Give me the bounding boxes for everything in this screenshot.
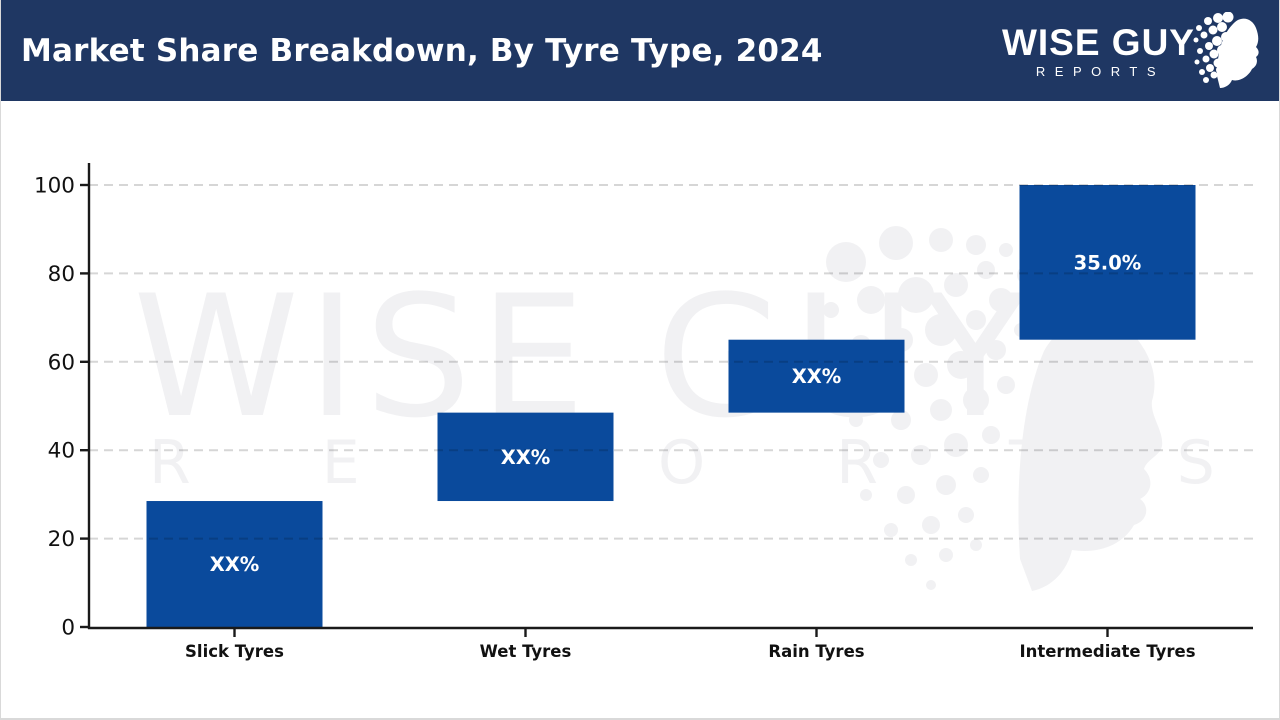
header-bar: Market Share Breakdown, By Tyre Type, 20… (1, 0, 1279, 101)
y-tick-label-80: 80 (48, 262, 75, 287)
watermark-dot (905, 554, 917, 566)
watermark-dot (944, 433, 968, 457)
watermark-face-silhouette (1018, 319, 1163, 591)
watermark-dot (849, 413, 863, 427)
y-tick-label-100: 100 (34, 174, 75, 199)
watermark-dot (977, 261, 995, 279)
bar-label-4: 35.0% (1074, 251, 1142, 274)
logo-text: WISE GUY REPORTS (1002, 24, 1195, 78)
watermark-dot (929, 228, 953, 252)
logo-face-icon (1193, 11, 1259, 88)
watermark-dot (989, 288, 1013, 312)
watermark-dot (958, 507, 974, 523)
watermark-dot (922, 516, 940, 534)
watermark-dot (997, 376, 1015, 394)
watermark-dot (963, 387, 989, 413)
watermark-dot (926, 580, 936, 590)
watermark-dot (947, 351, 975, 379)
watermark-dot (936, 475, 956, 495)
y-tick-label-40: 40 (48, 439, 75, 464)
chart-title: Market Share Breakdown, By Tyre Type, 20… (21, 32, 823, 69)
watermark-dot (939, 548, 953, 562)
watermark-dot (823, 302, 839, 318)
watermark-dot (826, 242, 866, 282)
y-tick-label-0: 0 (61, 616, 75, 641)
watermark-dot (898, 277, 934, 313)
bar-intermediate-tyres (1019, 185, 1196, 340)
bar-slick-tyres (146, 501, 323, 627)
x-tick-label-2: Wet Tyres (480, 642, 572, 661)
watermark-dot (884, 523, 898, 537)
x-tick-label-1: Slick Tyres (185, 642, 284, 661)
bar-wet-tyres (437, 412, 614, 502)
watermark-dot (944, 273, 968, 297)
watermark-dot (873, 452, 889, 468)
watermark-face-dots (823, 226, 1163, 591)
watermark-dot (966, 310, 986, 330)
watermark-dot (986, 340, 1006, 360)
watermark-dot (911, 445, 931, 465)
watermark-dot (857, 286, 885, 314)
bar-label-3: XX% (792, 365, 842, 388)
watermark-dot (891, 410, 911, 430)
plot: 0 20 40 60 80 100 Slick Tyres Wet Tyres Rain Tyr… (34, 163, 1253, 661)
y-tick-label-60: 60 (48, 350, 75, 375)
x-tick-label-3: Rain Tyres (768, 642, 864, 661)
bar-label-2: XX% (501, 446, 551, 469)
watermark-dot (966, 235, 986, 255)
watermark-dot (897, 486, 915, 504)
watermark-dot (970, 539, 982, 551)
watermark-dots-group (823, 226, 1163, 591)
watermark-dot (982, 426, 1000, 444)
watermark-dot (999, 243, 1013, 257)
chart-area: WISE GUY R E P O R T S 0 20 40 60 80 100 Slick… (1, 101, 1279, 720)
watermark-dot (879, 226, 913, 260)
bar-label-1: XX% (210, 553, 260, 576)
x-tick-label-4: Intermediate Tyres (1019, 642, 1195, 661)
watermark-dot (914, 363, 938, 387)
bar-rain-tyres (728, 339, 905, 413)
watermark-dot (925, 314, 957, 346)
logo-wordmark: WISE GUY (1001, 21, 1195, 63)
watermark-dot (860, 489, 872, 501)
watermark-dot (973, 467, 989, 483)
y-tick-label-20: 20 (48, 527, 75, 552)
wiseguy-logo: WISE GUY REPORTS (1002, 11, 1263, 90)
watermark-dot (930, 399, 952, 421)
logo-subtext: REPORTS (1035, 63, 1166, 79)
